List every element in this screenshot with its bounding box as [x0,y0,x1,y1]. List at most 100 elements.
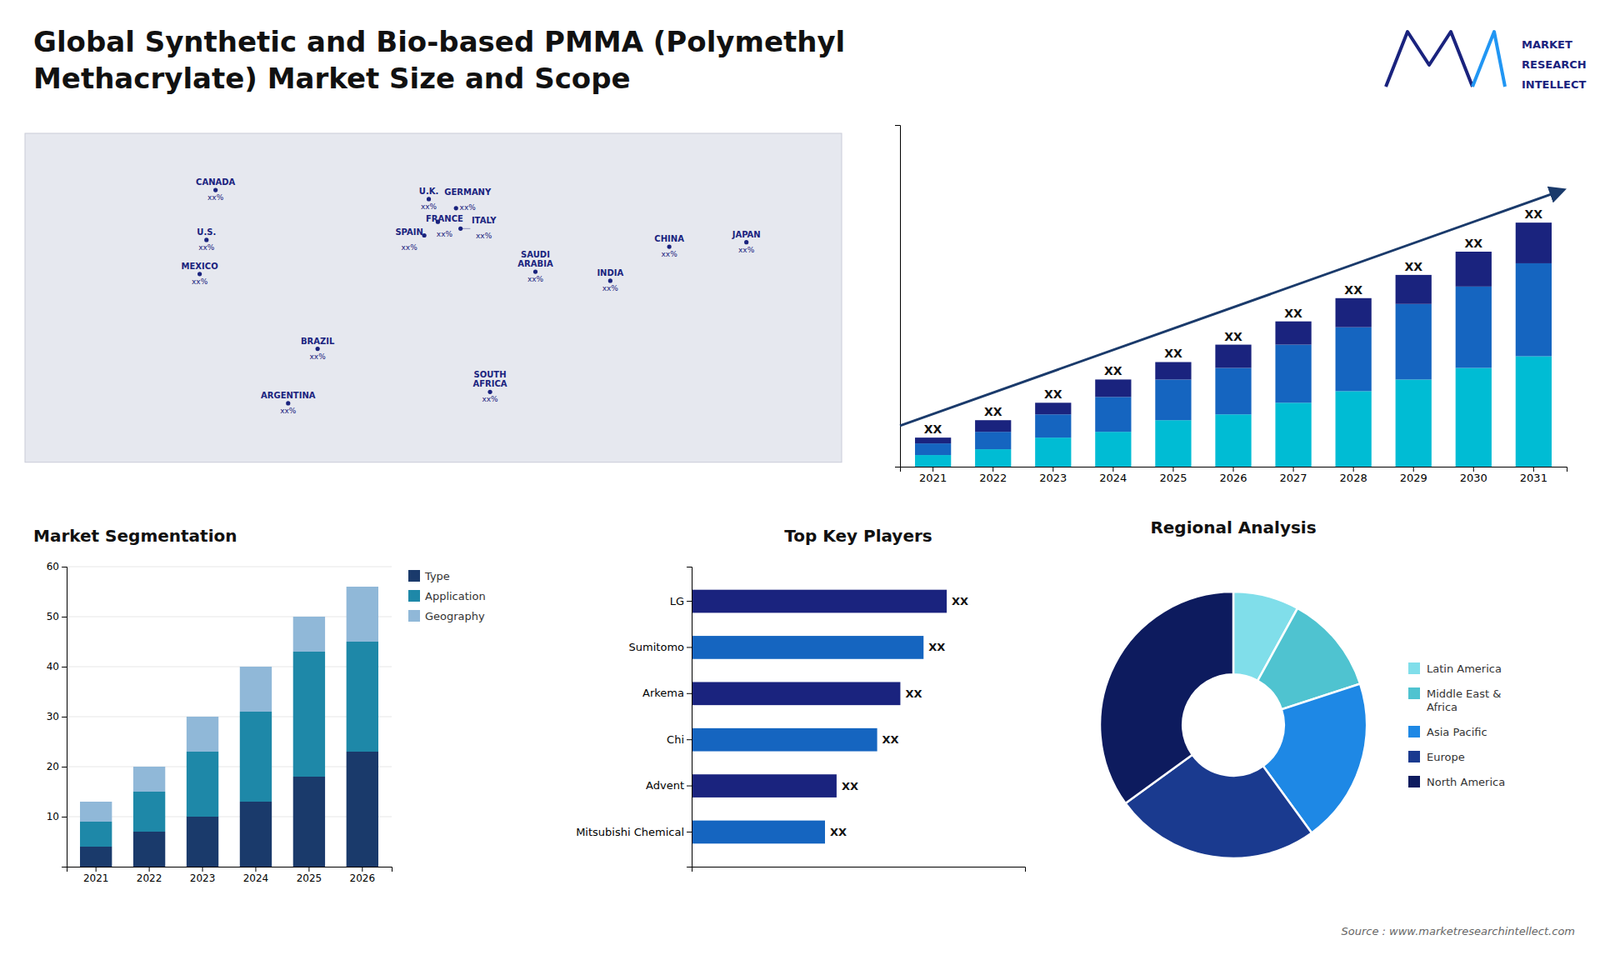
map-label-value: xx% [602,284,620,293]
tick-label: 2024 [243,872,270,885]
tick: 2023 [190,866,216,885]
map-label: U.K.xx% [419,186,439,211]
legend-label: Europe [1426,750,1465,764]
legend-swatch [1408,775,1420,788]
map-label: CANADAxx% [195,177,235,202]
bar [1395,379,1432,467]
map-label-value: xx% [191,277,209,286]
tick-mark [932,466,934,472]
bar-annotation: XX [905,687,922,700]
grid-line [66,666,392,668]
bar [293,616,325,652]
tick: 10 [46,810,67,823]
map-label-name: GERMANY [444,187,492,197]
bar [186,751,219,817]
bar [133,791,165,832]
tick-mark [361,866,363,872]
bar-series [80,586,379,822]
tick-mark [686,646,692,648]
tick-label: 2021 [83,872,110,885]
map-point [667,245,672,250]
trend-arrow [900,190,1564,426]
bar [1515,263,1552,357]
tick-label: Chi [666,733,685,746]
bar [133,766,165,792]
bar [1035,402,1071,415]
bar [691,681,900,705]
map-label: SOUTHAFRICAxx% [473,370,508,404]
bar [975,449,1011,467]
tick-label: 2028 [1340,471,1368,485]
bar-annotation: XX [928,640,945,654]
legend: TypeApplicationGeography [408,570,486,623]
bar [1335,298,1372,328]
tick-label: 2026 [1219,471,1247,485]
map-label-name: SPAIN [395,227,423,237]
tick: 2029 [1400,466,1428,485]
bar-annotation: XX [984,405,1003,419]
tick-label: 2027 [1280,471,1308,485]
tick-label: 50 [46,610,60,623]
bar-annotation: XX [1164,346,1183,360]
tick-mark [1533,466,1535,472]
bar [346,586,379,642]
bar [240,711,272,802]
map-label: FRANCExx% [425,214,464,239]
tick: 40 [46,660,67,673]
tick-label: 20 [46,760,60,773]
legend-swatch [408,610,420,622]
tick-mark [686,831,692,833]
bar [1515,356,1552,467]
bar [1095,431,1131,467]
figure: Global Synthetic and Bio-based PMMA (Pol… [0,0,1600,955]
tick-label: Arkema [642,686,685,700]
bar [1275,402,1311,467]
map-label: ARGENTINAxx% [260,390,316,415]
map-label-value: xx% [207,193,225,202]
tick-label: 2030 [1460,471,1488,485]
bar [1335,327,1372,392]
bar-annotation: XX [1344,283,1363,297]
tick-label: 60 [46,560,60,573]
map-point [454,205,459,210]
legend-entry: Asia Pacific [1408,725,1488,739]
tick-mark [61,816,67,818]
tick: 30 [46,710,67,723]
bar-annotation: XX [841,780,859,793]
logo [1385,31,1505,87]
chart-title: Global Synthetic and Bio-based PMMA (Pol… [33,25,845,95]
map-labels: U.S.xx%CANADAxx%MEXICOxx%BRAZILxx%ARGENT… [181,177,761,415]
tick: 2026 [350,866,376,885]
map-label: BRAZILxx% [300,336,335,361]
map-label-name: JAPAN [731,230,761,240]
legend-entry: Latin America [1408,662,1502,675]
grid [66,566,392,817]
tick-mark [308,866,310,872]
x-axis-line [900,467,1568,473]
tick: 2024 [243,866,270,885]
bar [915,443,951,455]
bar [1395,304,1432,380]
map-point [533,269,538,274]
tick-mark [149,866,150,872]
leader-line [460,228,471,230]
bar [1455,367,1492,467]
tick-label: 2025 [1159,471,1187,485]
tick-mark [202,866,204,872]
legend-swatch [1408,662,1420,675]
bar [80,846,112,867]
bar-annotation: XX [1044,387,1063,401]
bar [975,431,1011,450]
tick-mark [1172,466,1174,472]
tick-mark [1052,466,1054,472]
map-label-name: INDIA [596,268,624,278]
x-axis: 202120222023202420252026 [67,866,393,885]
map-label-name: SAUDIARABIA [517,250,554,269]
legend-swatch [1408,750,1420,763]
map-label: SAUDIARABIAxx% [517,250,554,284]
bar [293,651,325,777]
pie-slice [1100,591,1234,804]
legend-label: Application [425,590,486,603]
tick: Chi [666,733,692,746]
bar [691,635,924,660]
